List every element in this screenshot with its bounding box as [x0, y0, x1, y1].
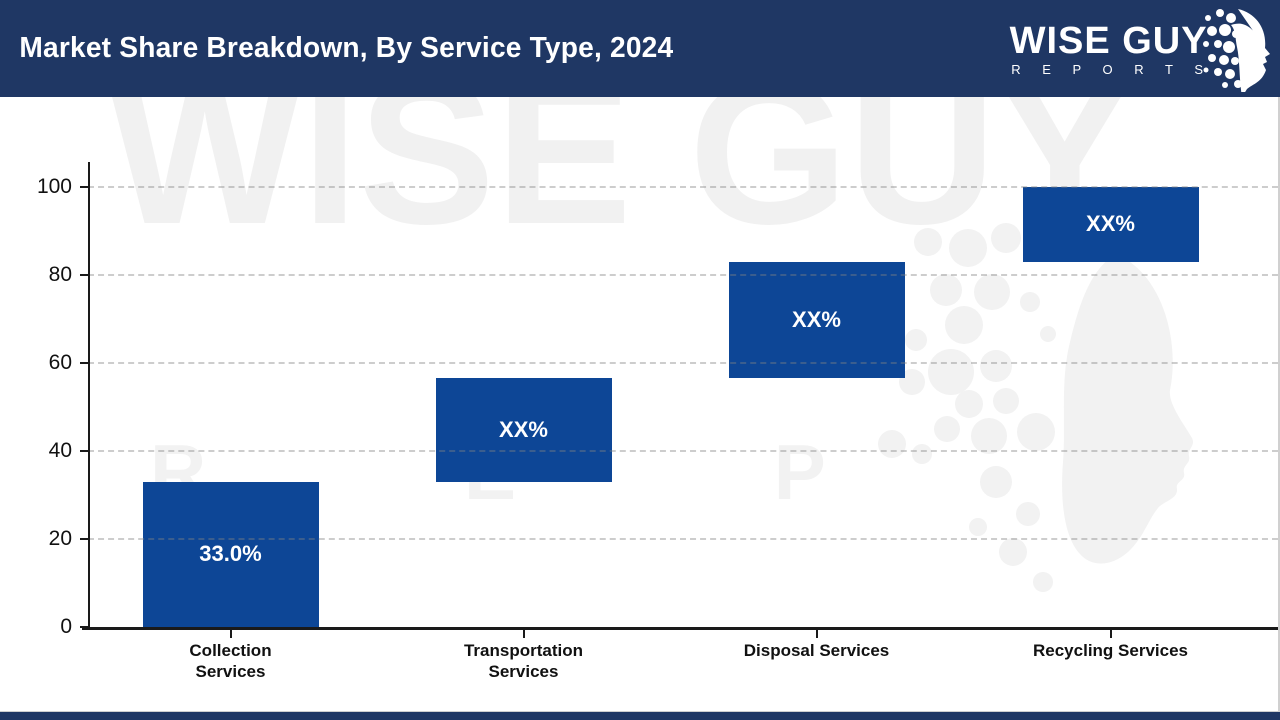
logo-wordmark: WISE GUY: [1009, 19, 1208, 62]
bar: XX%: [1022, 187, 1199, 262]
logo-subtitle: R E P O R T S: [1011, 61, 1212, 77]
y-tick-label: 60: [48, 351, 72, 374]
bar-value-label: 33.0%: [199, 541, 262, 567]
gridline: [88, 362, 1278, 364]
bar-value-label: XX%: [499, 417, 548, 443]
footer-bar: [0, 711, 1280, 720]
y-axis: [88, 162, 90, 630]
bar-value-label: XX%: [1086, 211, 1135, 237]
x-axis: [82, 627, 1278, 630]
y-tick-label: 80: [48, 263, 72, 286]
y-tick: [80, 274, 88, 276]
page-title: Market Share Breakdown, By Service Type,…: [19, 32, 674, 64]
bar: XX%: [435, 378, 612, 482]
waterfall-chart: WISE GUY R E P O R T S 33.0%XX%XX%XX%020…: [0, 97, 1280, 712]
y-tick: [80, 362, 88, 364]
x-tick-label: Disposal Services: [743, 641, 890, 660]
y-tick-label: 20: [48, 527, 72, 550]
wise-guy-logo: WISE GUY R E P O R T S: [1005, 6, 1280, 92]
x-tick: [229, 630, 232, 638]
bar-value-label: XX%: [792, 307, 841, 333]
logo-text: WISE GUY R E P O R T S: [1005, 22, 1212, 76]
x-tick: [1109, 630, 1112, 638]
y-tick: [80, 450, 88, 452]
gridline: [88, 186, 1278, 188]
x-tick-label: Recycling Services: [1033, 641, 1188, 660]
gridline: [88, 450, 1278, 452]
bar: 33.0%: [142, 481, 319, 627]
y-tick-label: 0: [60, 615, 72, 638]
y-tick-label: 40: [48, 439, 72, 462]
gridline: [88, 538, 1278, 540]
gridline: [88, 274, 1278, 276]
x-tick: [815, 630, 818, 638]
watermark-head-icon: [878, 223, 1194, 592]
x-tick-label: Collection Services: [189, 641, 272, 681]
y-tick-label: 100: [36, 175, 72, 198]
x-tick: [522, 630, 525, 638]
y-tick: [80, 538, 88, 540]
logo-head-icon: [1203, 8, 1270, 92]
y-tick: [80, 186, 88, 188]
x-tick-label: Transportation Services: [463, 641, 583, 681]
right-border: [1278, 97, 1280, 712]
header: Market Share Breakdown, By Service Type,…: [0, 0, 1280, 97]
bar: XX%: [728, 261, 905, 379]
